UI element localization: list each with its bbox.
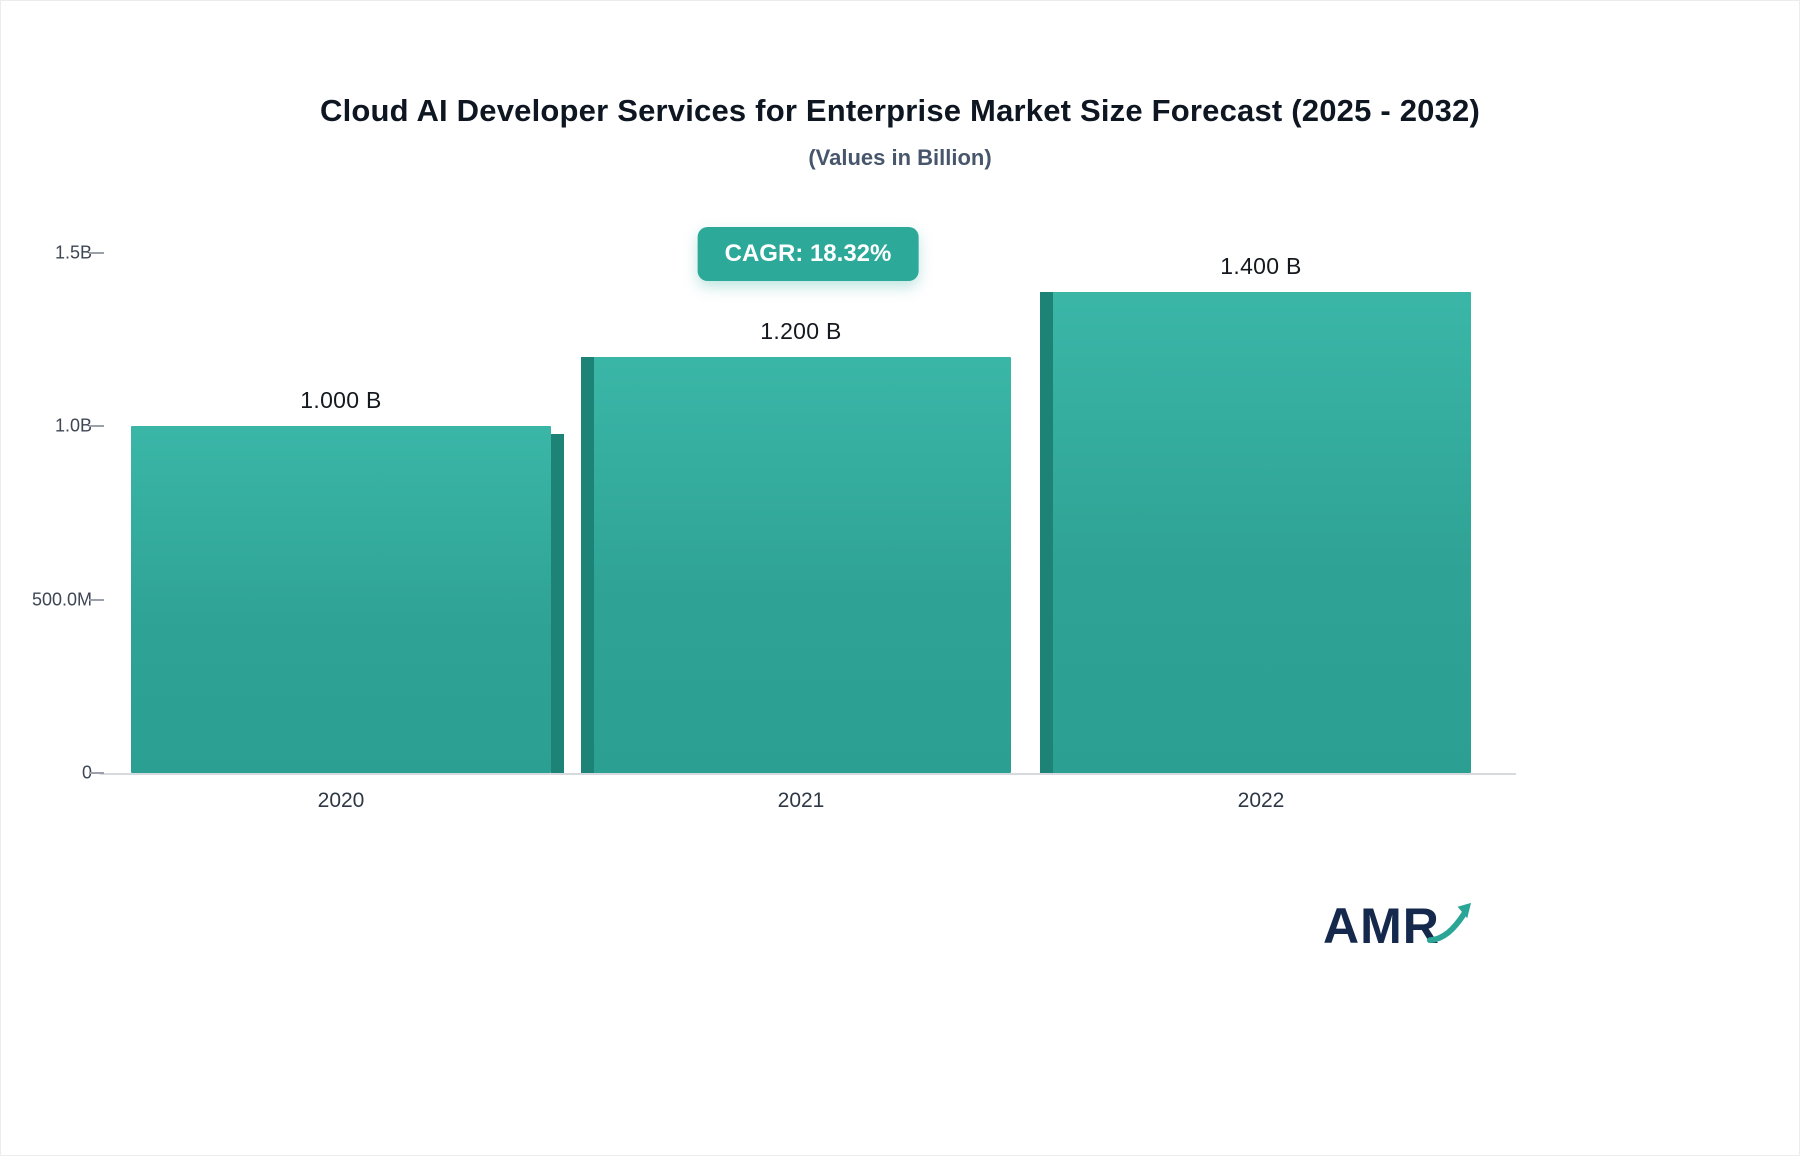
- bar-2022: [1040, 292, 1471, 773]
- bar-value-label: 1.400 B: [1220, 253, 1302, 279]
- bar-series: 1.000 B 2020 1.200 B 2021 1.400 B 2022: [131, 253, 1491, 812]
- y-tick-label: 1.0B: [54, 415, 92, 436]
- bar-value-label: 1.000 B: [300, 387, 382, 414]
- y-tick-label: 0: [81, 762, 92, 783]
- amr-logo-text: AMR: [1323, 898, 1440, 954]
- growth-arrow-icon: [1426, 902, 1471, 944]
- x-axis-label: 2022: [1237, 789, 1285, 812]
- y-tick-mark: [89, 598, 104, 601]
- y-tick-label: 500.0M: [31, 589, 92, 610]
- x-axis-label: 2020: [317, 789, 365, 812]
- y-tick-mark: [89, 425, 104, 428]
- x-axis-line: [100, 773, 1516, 775]
- bar-2020: [131, 426, 564, 773]
- chart-subtitle: (Values in Billion): [808, 145, 992, 170]
- chart-title: Cloud AI Developer Services for Enterpri…: [320, 93, 1480, 128]
- y-tick-label: 1.5B: [54, 242, 92, 263]
- bar-slot: 1.000 B 2020: [131, 253, 564, 812]
- y-tick-mark: [89, 252, 104, 254]
- y-tick-mark: [89, 772, 104, 774]
- bar-slot: 1.400 B 2022: [1040, 253, 1471, 812]
- amr-logo: AMR: [1323, 897, 1472, 955]
- plot-area: 0 500.0M 1.0B 1.5B 1.000 B 2020 1.200 B 2021 1.…: [32, 243, 1516, 812]
- bar-value-label: 1.200 B: [760, 318, 842, 344]
- bar-slot: 1.200 B 2021: [581, 253, 1011, 812]
- cagr-badge: CAGR: 18.32%: [697, 227, 919, 281]
- x-axis-label: 2021: [777, 789, 825, 812]
- bar-2021: [581, 357, 1011, 773]
